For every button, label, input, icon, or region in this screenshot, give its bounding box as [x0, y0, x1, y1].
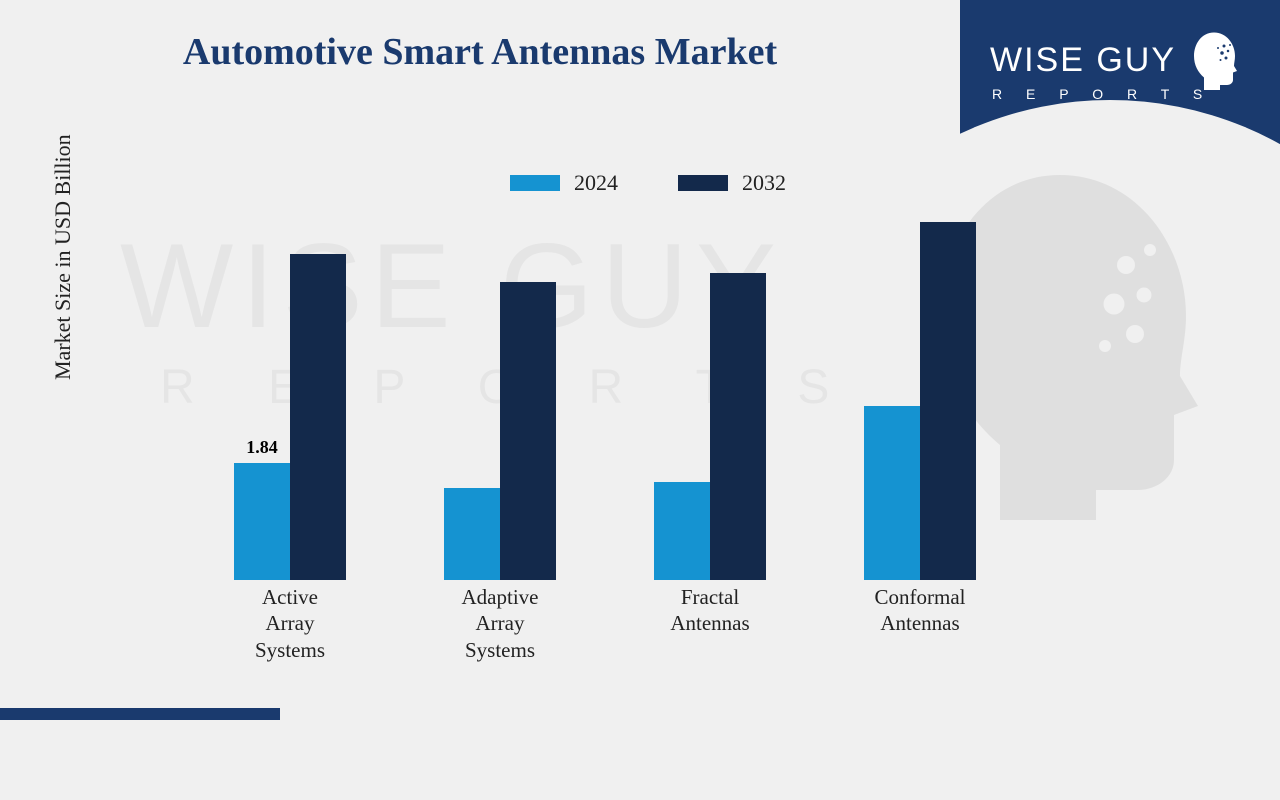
bar-group: 1.84	[220, 254, 360, 580]
brand-logo: WISE GUY R E P O R T S	[990, 30, 1250, 102]
bar-group	[640, 273, 780, 580]
bar-2024	[864, 406, 920, 580]
bar-2024	[444, 488, 500, 580]
brand-subname: R E P O R T S	[992, 86, 1250, 102]
bottom-accent-bar	[0, 708, 280, 720]
bar-2024	[654, 482, 710, 580]
bar-2024: 1.84	[234, 463, 290, 580]
plot-area: 1.84	[150, 200, 950, 580]
bar-2032	[500, 282, 556, 580]
chart-title: Automotive Smart Antennas Market	[100, 30, 860, 74]
bar-2032	[290, 254, 346, 580]
chart-area: Market Size in USD Billion 1.84 ActiveAr…	[60, 170, 960, 670]
x-tick-label: ConformalAntennas	[845, 584, 995, 637]
x-tick-label: AdaptiveArraySystems	[425, 584, 575, 663]
bar-2032	[710, 273, 766, 580]
bar-value-label: 1.84	[234, 437, 290, 458]
y-axis-label: Market Size in USD Billion	[50, 134, 76, 380]
canvas: WISE GUY R E P O R T S Automotive Smart …	[0, 0, 1280, 720]
brand-head-icon	[1184, 30, 1244, 90]
bar-2032	[920, 222, 976, 580]
bar-group	[430, 282, 570, 580]
brand-name: WISE GUY	[990, 41, 1176, 80]
x-tick-label: FractalAntennas	[635, 584, 785, 637]
bar-group	[850, 222, 990, 580]
x-tick-label: ActiveArraySystems	[215, 584, 365, 663]
